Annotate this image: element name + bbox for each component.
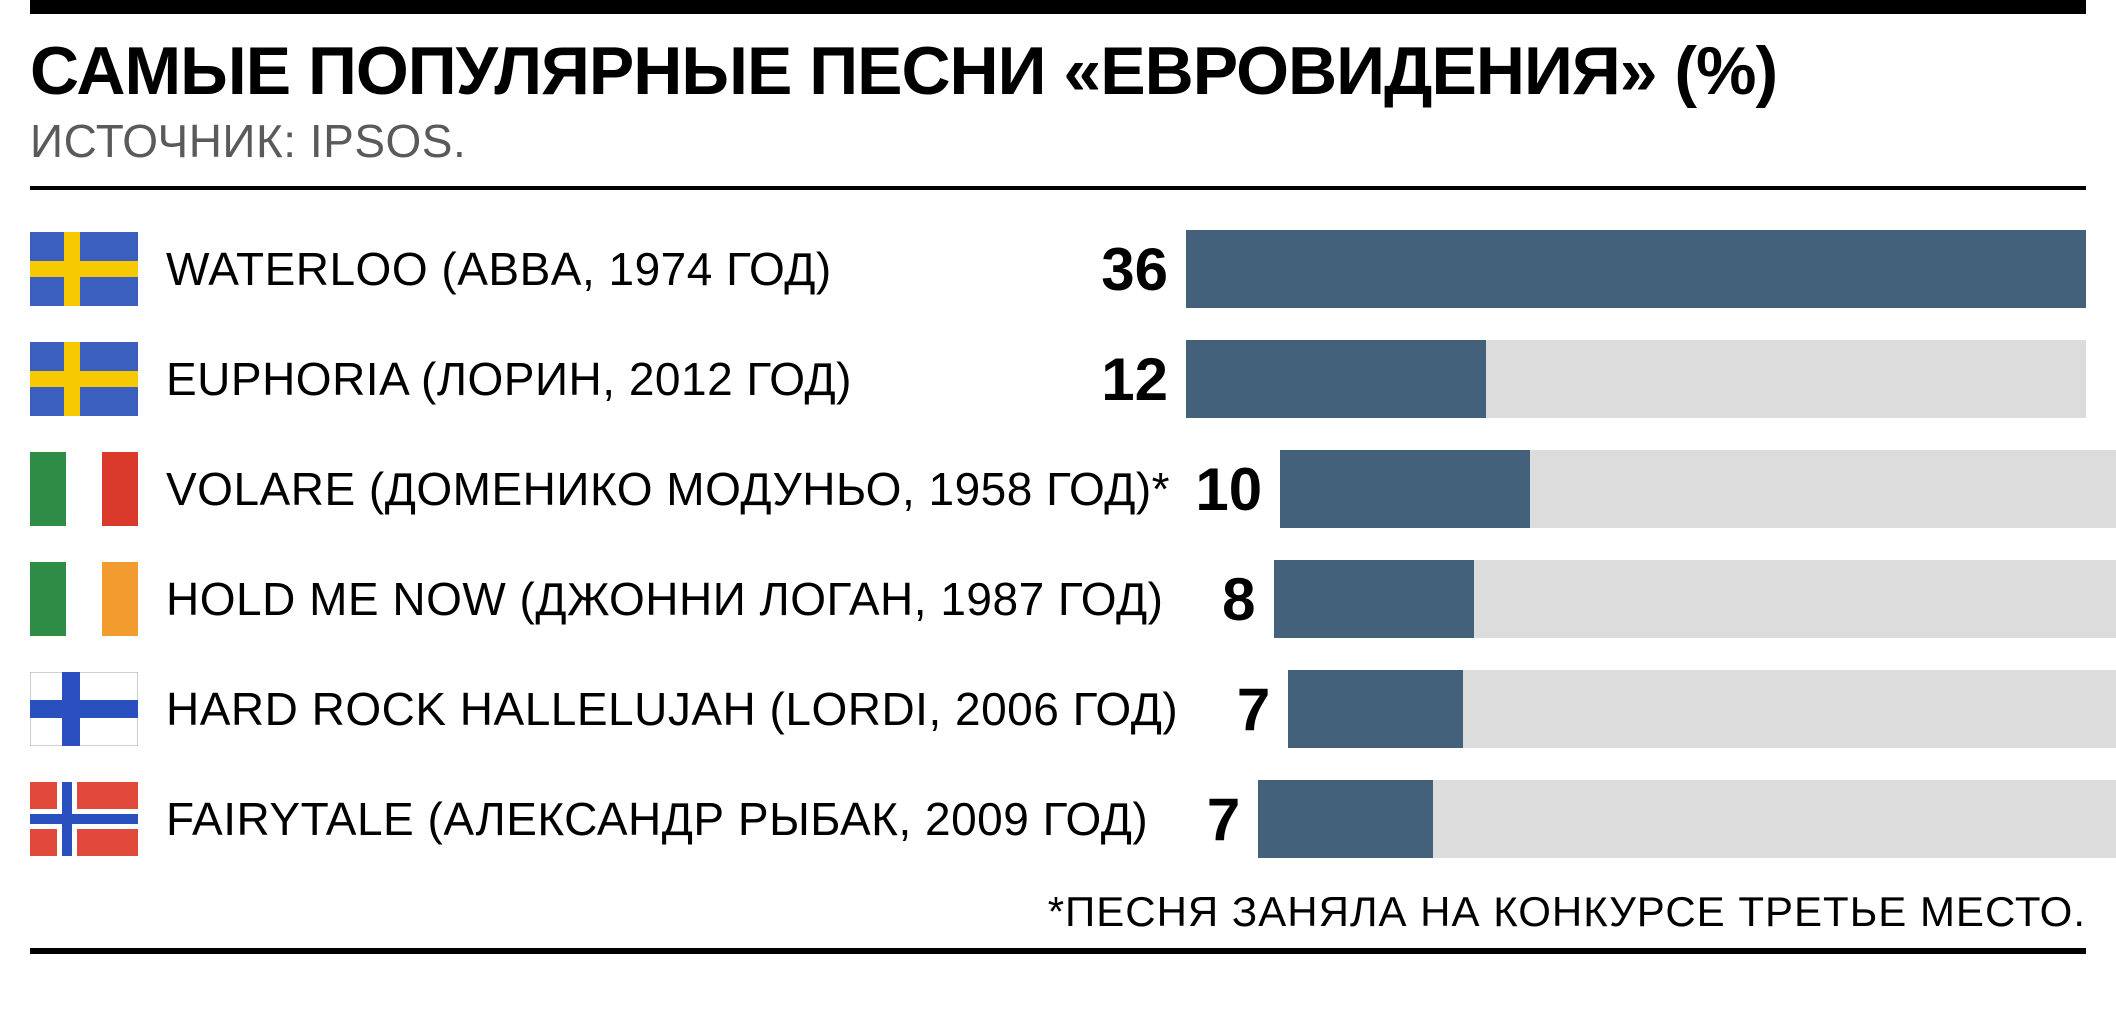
bar-track	[1288, 670, 2116, 748]
thin-rule	[30, 186, 2086, 190]
bottom-rule	[30, 948, 2086, 954]
bar-fill	[1280, 450, 1530, 528]
sweden-flag-icon	[30, 232, 138, 306]
chart-footnote: *ПЕСНЯ ЗАНЯЛА НА КОНКУРСЕ ТРЕТЬЕ МЕСТО.	[30, 888, 2086, 936]
sweden-flag-icon	[30, 342, 138, 416]
chart-row: FAIRYTALE (АЛЕКСАНДР РЫБАК, 2009 ГОД)7	[30, 780, 2086, 858]
chart-container: САМЫЕ ПОПУЛЯРНЫЕ ПЕСНИ «ЕВРОВИДЕНИЯ» (%)…	[0, 0, 2116, 974]
bar-track	[1274, 560, 2116, 638]
chart-rows: WATERLOO (ABBA, 1974 ГОД) 36 EUPHORIA (ЛО…	[30, 230, 2086, 858]
bar-fill	[1186, 340, 1486, 418]
row-label: FAIRYTALE (АЛЕКСАНДР РЫБАК, 2009 ГОД)	[166, 792, 1148, 846]
chart-row: HOLD ME NOW (ДЖОННИ ЛОГАН, 1987 ГОД)8	[30, 560, 2086, 638]
chart-source: ИСТОЧНИК: IPSOS.	[30, 114, 2086, 168]
top-rule	[30, 0, 2086, 14]
chart-title: САМЫЕ ПОПУЛЯРНЫЕ ПЕСНИ «ЕВРОВИДЕНИЯ» (%)	[30, 32, 2086, 110]
norway-flag-icon	[30, 782, 138, 856]
bar-track	[1186, 340, 2086, 418]
bar-fill	[1288, 670, 1463, 748]
row-value: 8	[1164, 565, 1274, 634]
row-value: 10	[1170, 455, 1280, 524]
finland-flag-icon	[30, 672, 138, 746]
row-label: VOLARE (ДОМЕНИКО МОДУНЬО, 1958 ГОД)*	[166, 462, 1170, 516]
row-value: 12	[1076, 345, 1186, 414]
ireland-flag-icon	[30, 562, 138, 636]
bar-track	[1186, 230, 2086, 308]
row-value: 36	[1076, 235, 1186, 304]
chart-row: VOLARE (ДОМЕНИКО МОДУНЬО, 1958 ГОД)*10	[30, 450, 2086, 528]
chart-row: EUPHORIA (ЛОРИН, 2012 ГОД) 12	[30, 340, 2086, 418]
bar-track	[1280, 450, 2116, 528]
row-value: 7	[1148, 785, 1258, 854]
row-label: HARD ROCK HALLELUJAH (LORDI, 2006 ГОД)	[166, 682, 1178, 736]
bar-fill	[1258, 780, 1433, 858]
bar-fill	[1274, 560, 1474, 638]
bar-track	[1258, 780, 2116, 858]
bar-fill	[1186, 230, 2086, 308]
chart-row: WATERLOO (ABBA, 1974 ГОД) 36	[30, 230, 2086, 308]
chart-row: HARD ROCK HALLELUJAH (LORDI, 2006 ГОД)7	[30, 670, 2086, 748]
row-label: HOLD ME NOW (ДЖОННИ ЛОГАН, 1987 ГОД)	[166, 572, 1164, 626]
italy-flag-icon	[30, 452, 138, 526]
row-value: 7	[1178, 675, 1288, 744]
row-label: WATERLOO (ABBA, 1974 ГОД)	[166, 242, 832, 296]
row-label: EUPHORIA (ЛОРИН, 2012 ГОД)	[166, 352, 852, 406]
